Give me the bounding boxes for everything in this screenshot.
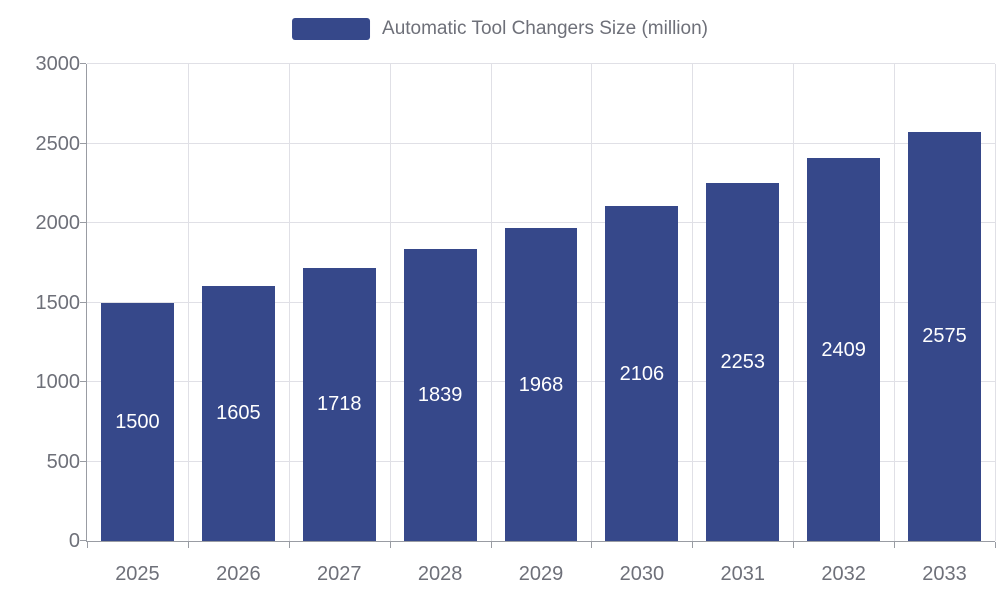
x-tick-label: 2031 — [720, 563, 766, 585]
bar-2031[interactable] — [706, 182, 780, 541]
y-axis-tick — [80, 381, 86, 383]
y-axis-tick — [80, 460, 86, 462]
y-tick-label: 2000 — [35, 212, 81, 234]
x-axis-tick — [87, 542, 88, 548]
v-gridline — [894, 64, 896, 541]
x-tick-label: 2026 — [216, 563, 261, 585]
y-axis-tick — [80, 142, 86, 144]
v-gridline — [187, 64, 189, 541]
x-axis-tick — [995, 542, 996, 548]
x-tick-label: 2029 — [518, 563, 564, 585]
bar-2026[interactable] — [201, 285, 275, 541]
h-gridline — [87, 142, 995, 144]
x-axis-tick — [490, 542, 492, 548]
x-axis-tick — [187, 542, 189, 548]
x-tick-label: 2025 — [115, 563, 160, 585]
bar-2027[interactable] — [302, 267, 376, 541]
y-tick-label: 1000 — [35, 371, 81, 393]
x-axis-tick — [288, 542, 290, 548]
v-gridline — [591, 64, 593, 541]
y-tick-label: 3000 — [35, 53, 81, 75]
x-tick-label: 2027 — [316, 563, 362, 585]
bar-2028[interactable] — [403, 248, 477, 541]
bar-2029[interactable] — [504, 228, 578, 541]
plot-area: 1500 1605 1718 1839 1968 2106 2253 2409 2575 — [80, 63, 996, 548]
x-tick-label: 2030 — [619, 563, 665, 585]
y-axis-line — [86, 64, 87, 541]
x-axis-tick — [389, 542, 391, 548]
bar-2025[interactable] — [100, 302, 174, 541]
legend-swatch-icon — [292, 18, 371, 40]
x-tick-label: 2028 — [417, 563, 463, 585]
v-gridline — [793, 64, 795, 541]
y-axis-tick — [80, 222, 86, 224]
legend-label: Automatic Tool Changers Size (million) — [382, 18, 708, 39]
v-gridline — [389, 64, 391, 541]
x-axis-tick — [692, 542, 694, 548]
y-axis-tick — [80, 540, 86, 541]
y-axis-tick — [80, 301, 86, 303]
v-gridline — [288, 64, 290, 541]
bar-2032[interactable] — [807, 157, 881, 541]
y-tick-label: 500 — [46, 450, 80, 473]
v-gridline — [490, 64, 492, 541]
bar-2033[interactable] — [908, 131, 982, 541]
v-gridline — [995, 64, 996, 541]
h-gridline — [87, 63, 995, 64]
h-gridline — [87, 222, 995, 224]
legend-item[interactable]: Automatic Tool Changers Size (million) — [292, 18, 708, 40]
x-axis-tick — [793, 542, 795, 548]
x-axis-tick — [591, 542, 593, 548]
bar-2030[interactable] — [605, 206, 679, 541]
x-axis-tick — [894, 542, 896, 548]
y-tick-label: 2500 — [35, 132, 81, 155]
x-axis-line — [86, 541, 995, 542]
y-axis-tick — [80, 63, 86, 64]
y-tick-label: 0 — [68, 530, 80, 552]
x-tick-label: 2033 — [922, 563, 967, 585]
y-tick-label: 1500 — [35, 291, 81, 314]
x-tick-label: 2032 — [821, 563, 866, 585]
v-gridline — [692, 64, 694, 541]
